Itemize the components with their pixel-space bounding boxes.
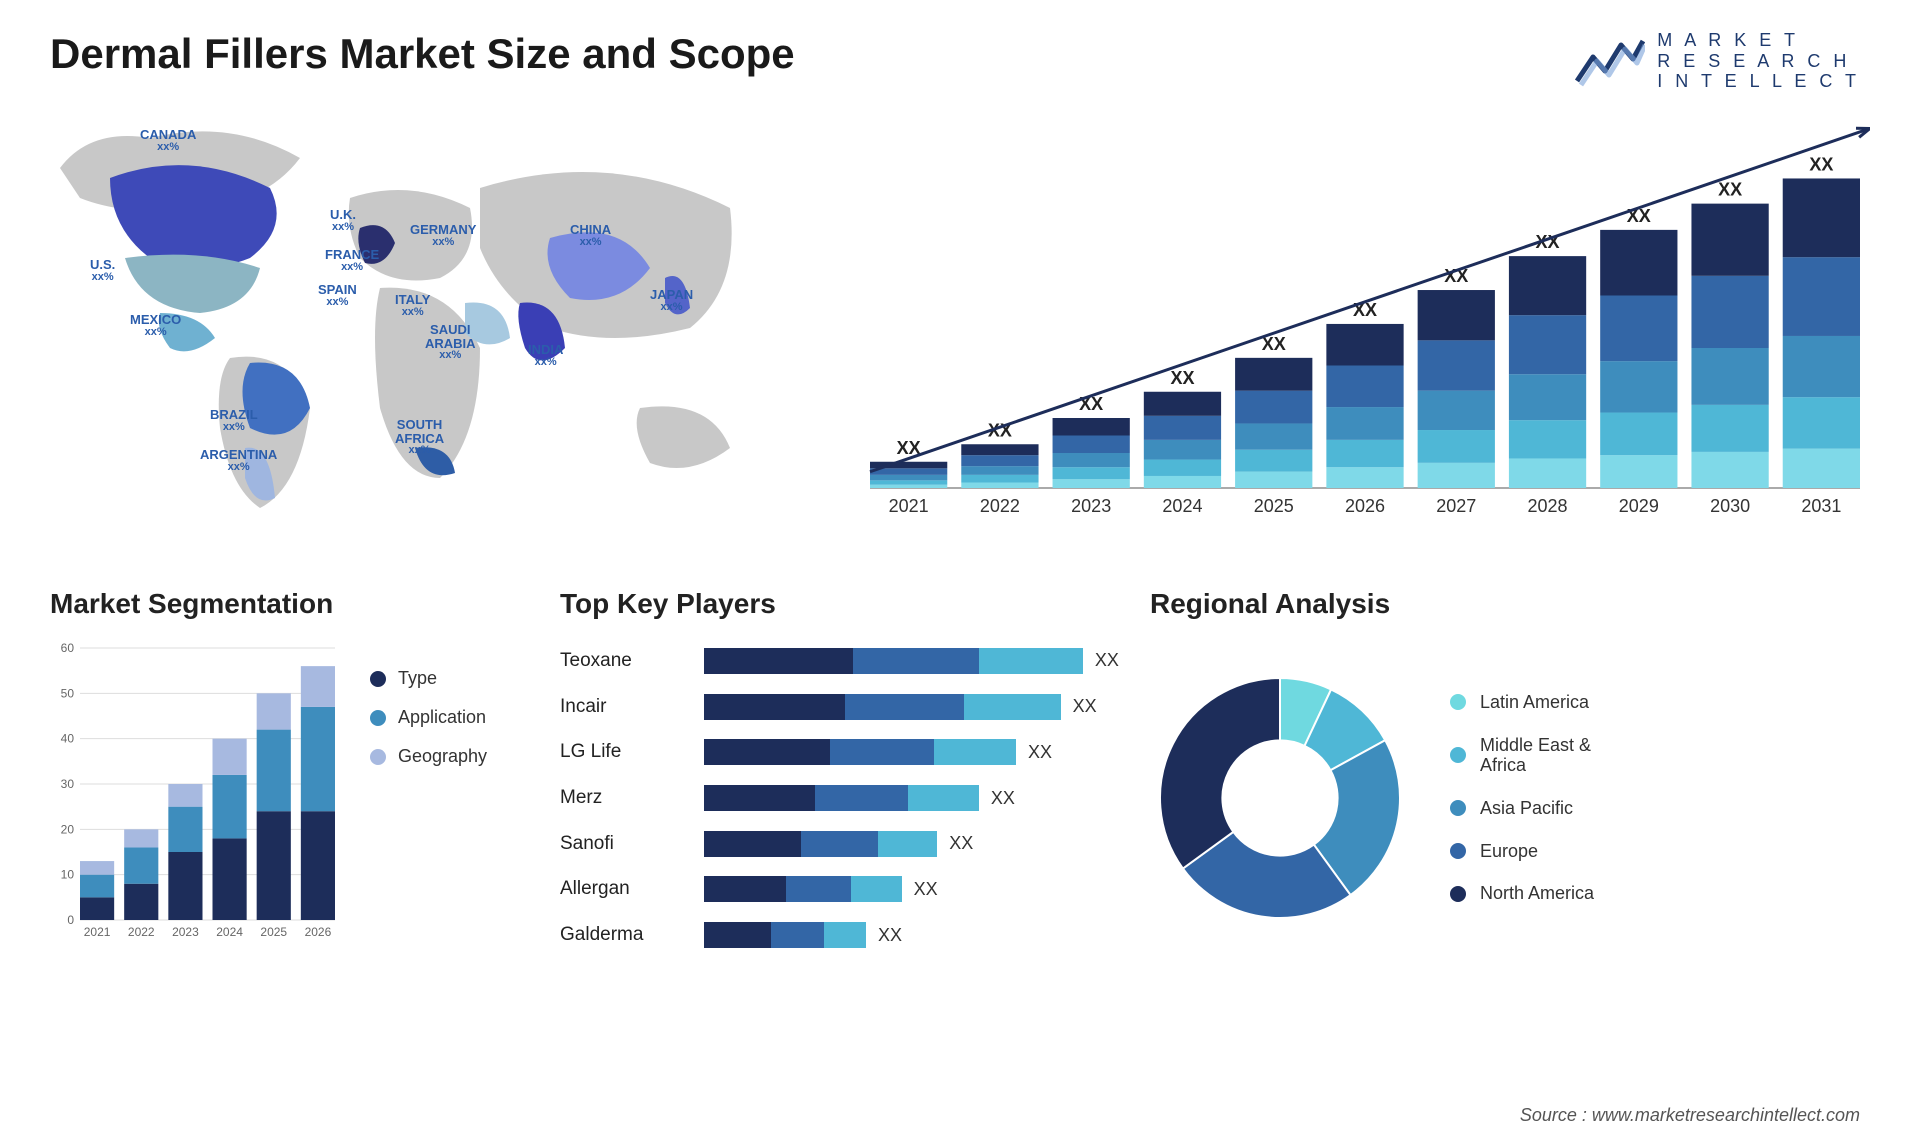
svg-text:2025: 2025: [260, 925, 287, 939]
player-bar-row: XX: [704, 867, 1120, 913]
segmentation-legend-item: Geography: [370, 746, 530, 767]
regional-legend-item: North America: [1450, 883, 1870, 904]
player-bar-row: XX: [704, 775, 1120, 821]
map-country-label: FRANCExx%: [325, 248, 379, 273]
player-value: XX: [1028, 742, 1052, 763]
player-bar-row: XX: [704, 638, 1120, 684]
map-country-label: JAPANxx%: [650, 288, 693, 313]
svg-text:2022: 2022: [980, 496, 1020, 516]
logo-line1: M A R K E T: [1657, 30, 1860, 51]
map-country-label: BRAZILxx%: [210, 408, 258, 433]
player-bar-row: XX: [704, 729, 1120, 775]
key-players-panel: Top Key Players TeoxaneIncairLG LifeMerz…: [560, 588, 1120, 958]
svg-text:20: 20: [61, 822, 75, 836]
key-players-title: Top Key Players: [560, 588, 1120, 620]
map-country-label: CHINAxx%: [570, 223, 611, 248]
player-value: XX: [991, 788, 1015, 809]
svg-text:2023: 2023: [1071, 496, 1111, 516]
svg-text:2029: 2029: [1619, 496, 1659, 516]
player-bar-row: XX: [704, 684, 1120, 730]
regional-legend-item: Asia Pacific: [1450, 798, 1870, 819]
svg-text:2024: 2024: [1162, 496, 1202, 516]
svg-text:30: 30: [61, 777, 75, 791]
segmentation-legend: Type Application Geography: [370, 638, 530, 958]
segmentation-chart: 0 10 20 30 40 50 60 2021 2022 2023 2024 2025 2026: [50, 638, 340, 948]
main-forecast-chart: 2021XX2022XX2023XX2024XX2025XX2026XX2027…: [850, 108, 1870, 538]
svg-text:2025: 2025: [1254, 496, 1294, 516]
svg-text:50: 50: [61, 686, 75, 700]
map-country-label: U.S.xx%: [90, 258, 115, 283]
regional-legend-item: Europe: [1450, 841, 1870, 862]
player-name: Allergan: [560, 867, 680, 913]
svg-text:2027: 2027: [1436, 496, 1476, 516]
map-country-label: ARGENTINAxx%: [200, 448, 277, 473]
svg-text:2022: 2022: [128, 925, 155, 939]
player-value: XX: [878, 925, 902, 946]
segmentation-title: Market Segmentation: [50, 588, 530, 620]
map-country-label: SAUDIARABIAxx%: [425, 323, 476, 362]
svg-text:2031: 2031: [1801, 496, 1841, 516]
player-name: Incair: [560, 684, 680, 730]
regional-legend-item: Middle East &Africa: [1450, 735, 1870, 776]
player-bar-row: XX: [704, 912, 1120, 958]
svg-text:2021: 2021: [84, 925, 111, 939]
player-name: Sanofi: [560, 821, 680, 867]
svg-text:2023: 2023: [172, 925, 199, 939]
segmentation-legend-item: Application: [370, 707, 530, 728]
player-bar-row: XX: [704, 821, 1120, 867]
player-name: Galderma: [560, 912, 680, 958]
svg-text:60: 60: [61, 641, 75, 655]
svg-text:40: 40: [61, 732, 75, 746]
logo-line3: I N T E L L E C T: [1657, 71, 1860, 92]
map-country-label: ITALYxx%: [395, 293, 430, 318]
players-bars: XX XX XX XX XX XX XX: [704, 638, 1120, 958]
svg-text:0: 0: [67, 913, 74, 927]
svg-text:2026: 2026: [305, 925, 332, 939]
map-country-label: INDIAxx%: [528, 343, 563, 368]
player-name: Merz: [560, 775, 680, 821]
regional-analysis-panel: Regional Analysis Latin America Middle Ea…: [1150, 588, 1870, 958]
world-map-panel: CANADAxx% U.S.xx% MEXICOxx% BRAZILxx% ARGENT…: [50, 108, 790, 538]
players-list: TeoxaneIncairLG LifeMerzSanofiAllerganGa…: [560, 638, 680, 958]
player-value: XX: [949, 833, 973, 854]
segmentation-legend-item: Type: [370, 668, 530, 689]
map-country-label: U.K.xx%: [330, 208, 356, 233]
svg-text:XX: XX: [1718, 180, 1742, 200]
map-country-label: GERMANYxx%: [410, 223, 476, 248]
player-name: LG Life: [560, 729, 680, 775]
svg-text:2030: 2030: [1710, 496, 1750, 516]
player-value: XX: [914, 879, 938, 900]
svg-text:10: 10: [61, 868, 75, 882]
regional-donut-chart: [1150, 668, 1410, 928]
regional-legend-item: Latin America: [1450, 692, 1870, 713]
source-attribution: Source : www.marketresearchintellect.com: [1520, 1105, 1860, 1126]
svg-text:2024: 2024: [216, 925, 243, 939]
map-country-label: MEXICOxx%: [130, 313, 181, 338]
regional-legend: Latin America Middle East &Africa Asia Pac…: [1450, 692, 1870, 904]
svg-text:2028: 2028: [1528, 496, 1568, 516]
player-value: XX: [1073, 696, 1097, 717]
regional-title: Regional Analysis: [1150, 588, 1870, 620]
player-name: Teoxane: [560, 638, 680, 684]
brand-logo: M A R K E T R E S E A R C H I N T E L L …: [1575, 30, 1860, 92]
map-country-label: CANADAxx%: [140, 128, 196, 153]
svg-text:2021: 2021: [889, 496, 929, 516]
svg-text:XX: XX: [1170, 368, 1194, 388]
logo-line2: R E S E A R C H: [1657, 51, 1860, 72]
map-country-label: SOUTHAFRICAxx%: [395, 418, 444, 457]
player-value: XX: [1095, 650, 1119, 671]
segmentation-panel: Market Segmentation 0 10 20 30 40 50 60 2021 202…: [50, 588, 530, 958]
svg-text:XX: XX: [1809, 154, 1833, 174]
logo-icon: [1575, 35, 1645, 87]
map-country-label: SPAINxx%: [318, 283, 357, 308]
svg-text:2026: 2026: [1345, 496, 1385, 516]
